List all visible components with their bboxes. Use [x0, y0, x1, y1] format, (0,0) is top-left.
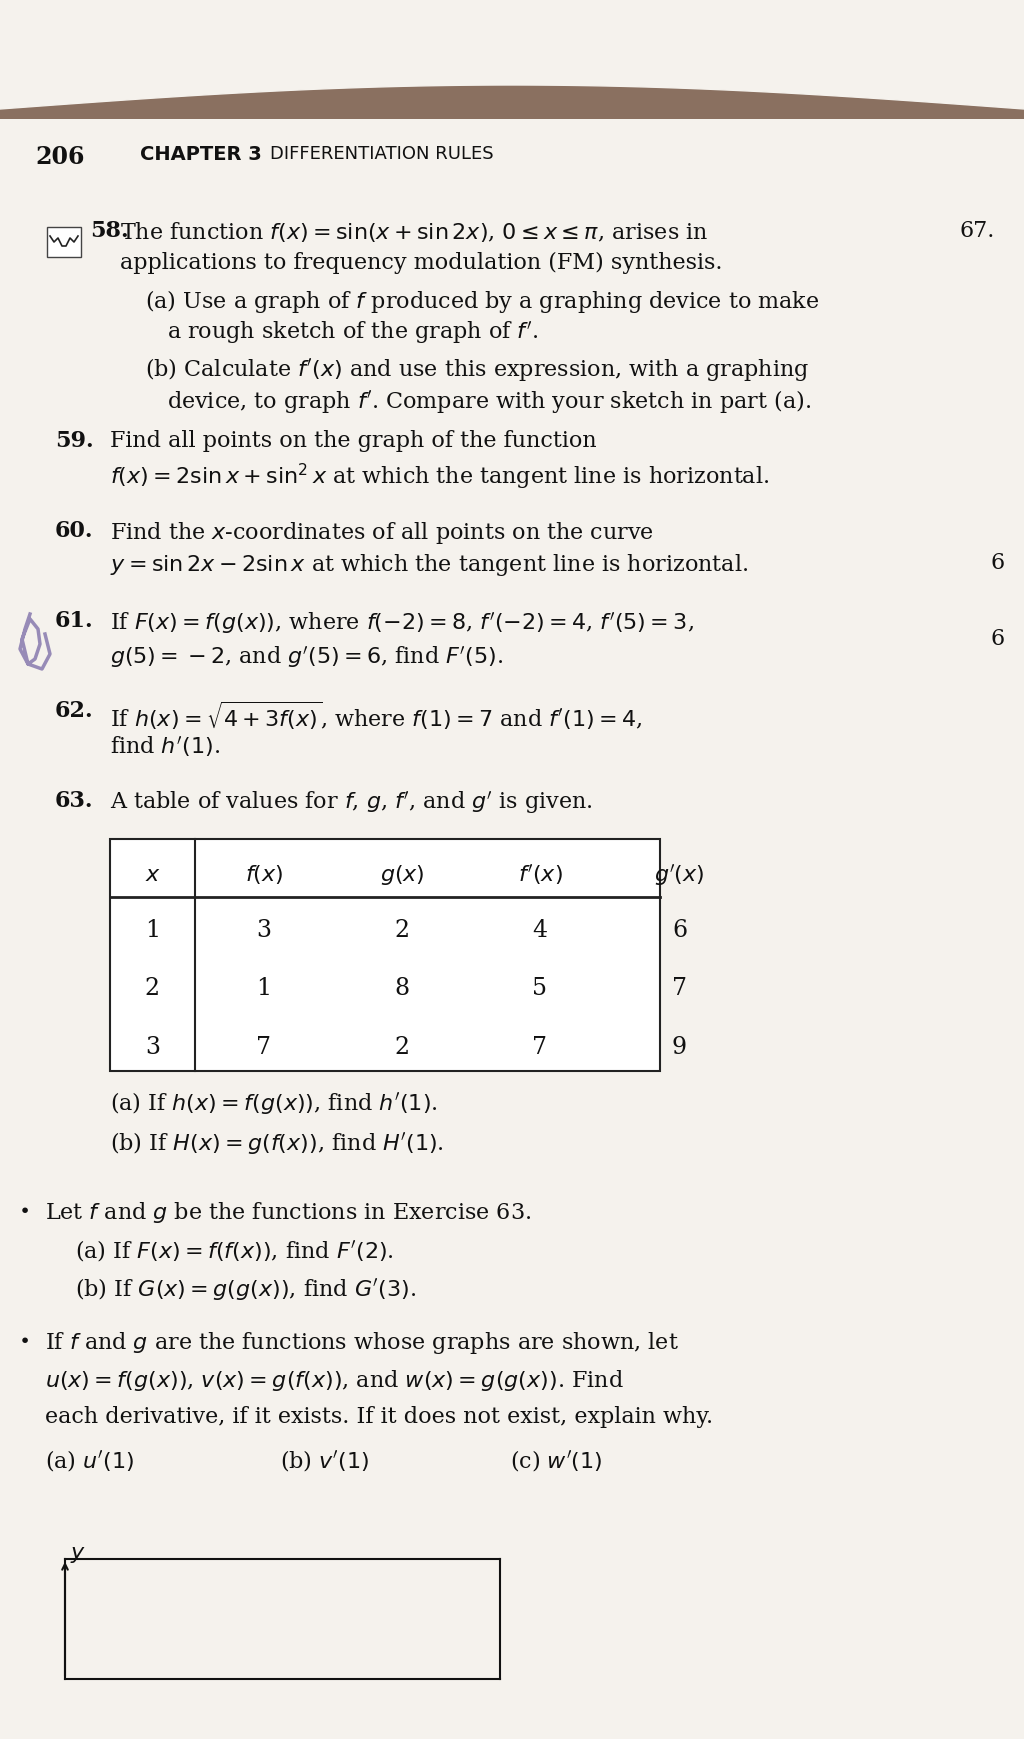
Text: 6: 6	[672, 918, 687, 943]
Text: 3: 3	[145, 1035, 160, 1057]
Text: 6: 6	[991, 628, 1005, 650]
Text: Let $f$ and $g$ be the functions in Exercise 63.: Let $f$ and $g$ be the functions in Exer…	[45, 1200, 531, 1224]
Text: 5: 5	[532, 977, 548, 1000]
Text: 4: 4	[532, 918, 548, 943]
Text: 63.: 63.	[55, 790, 93, 812]
Text: (b) If $H(x) = g(f(x))$, find $H'(1)$.: (b) If $H(x) = g(f(x))$, find $H'(1)$.	[110, 1129, 444, 1155]
Text: 59.: 59.	[55, 430, 93, 452]
Text: $y$: $y$	[70, 1542, 86, 1563]
Text: (c) $w'(1)$: (c) $w'(1)$	[510, 1447, 602, 1473]
Text: 61.: 61.	[55, 610, 93, 631]
Text: If $f$ and $g$ are the functions whose graphs are shown, let: If $f$ and $g$ are the functions whose g…	[45, 1329, 679, 1355]
Text: 62.: 62.	[55, 699, 93, 722]
Text: 9: 9	[672, 1035, 687, 1057]
FancyBboxPatch shape	[47, 228, 81, 257]
Text: (a) $u'(1)$: (a) $u'(1)$	[45, 1447, 134, 1473]
Text: 8: 8	[394, 977, 410, 1000]
Text: $g'(x)$: $g'(x)$	[654, 863, 705, 887]
Text: applications to frequency modulation (FM) synthesis.: applications to frequency modulation (FM…	[120, 252, 723, 275]
Text: 1: 1	[256, 977, 271, 1000]
Text: 60.: 60.	[55, 520, 93, 541]
Text: 3: 3	[256, 918, 271, 943]
Text: 2: 2	[394, 918, 410, 943]
Text: If $F(x) = f(g(x))$, where $f(-2) = 8$, $f'(-2) = 4$, $f'(5) = 3$,: If $F(x) = f(g(x))$, where $f(-2) = 8$, …	[110, 610, 694, 635]
Text: DIFFERENTIATION RULES: DIFFERENTIATION RULES	[270, 144, 494, 163]
Text: (a) If $F(x) = f(f(x))$, find $F'(2)$.: (a) If $F(x) = f(f(x))$, find $F'(2)$.	[75, 1236, 394, 1263]
Text: (b) $v'(1)$: (b) $v'(1)$	[280, 1447, 370, 1473]
Text: 67.: 67.	[959, 219, 995, 242]
Text: 1: 1	[145, 918, 160, 943]
Text: 2: 2	[145, 977, 160, 1000]
Text: CHAPTER 3: CHAPTER 3	[140, 144, 262, 163]
Text: $f(x) = 2 \sin x + \sin^2 x$ at which the tangent line is horizontal.: $f(x) = 2 \sin x + \sin^2 x$ at which th…	[110, 463, 769, 492]
Text: (b) Calculate $f'(x)$ and use this expression, with a graphing: (b) Calculate $f'(x)$ and use this expre…	[145, 356, 809, 383]
Text: Find all points on the graph of the function: Find all points on the graph of the func…	[110, 430, 597, 452]
Text: $x$: $x$	[144, 864, 161, 885]
Text: 7: 7	[256, 1035, 271, 1057]
Text: device, to graph $f'$. Compare with your sketch in part (a).: device, to graph $f'$. Compare with your…	[167, 388, 811, 416]
Text: 206: 206	[35, 144, 85, 169]
Text: find $h'(1)$.: find $h'(1)$.	[110, 734, 220, 758]
Text: (a) If $h(x) = f(g(x))$, find $h'(1)$.: (a) If $h(x) = f(g(x))$, find $h'(1)$.	[110, 1089, 438, 1115]
Text: $y = \sin 2x - 2 \sin x$ at which the tangent line is horizontal.: $y = \sin 2x - 2 \sin x$ at which the ta…	[110, 551, 749, 577]
Text: $f(x)$: $f(x)$	[245, 863, 284, 885]
Text: The function $f(x) = \sin(x + \sin 2x)$, $0 \leq x \leq \pi$, arises in: The function $f(x) = \sin(x + \sin 2x)$,…	[120, 219, 709, 243]
Text: a rough sketch of the graph of $f'$.: a rough sketch of the graph of $f'$.	[167, 320, 539, 346]
Text: (b) If $G(x) = g(g(x))$, find $G'(3)$.: (b) If $G(x) = g(g(x))$, find $G'(3)$.	[75, 1275, 417, 1301]
Text: $\bullet$: $\bullet$	[18, 1329, 29, 1348]
Text: $g(x)$: $g(x)$	[380, 863, 424, 887]
Text: each derivative, if it exists. If it does not exist, explain why.: each derivative, if it exists. If it doe…	[45, 1405, 713, 1428]
Text: 2: 2	[394, 1035, 410, 1057]
Text: $u(x) = f(g(x))$, $v(x) = g(f(x))$, and $w(x) = g(g(x))$. Find: $u(x) = f(g(x))$, $v(x) = g(f(x))$, and …	[45, 1367, 624, 1393]
FancyBboxPatch shape	[0, 0, 1024, 120]
Text: $\bullet$: $\bullet$	[18, 1200, 29, 1217]
Text: (a) Use a graph of $f$ produced by a graphing device to make: (a) Use a graph of $f$ produced by a gra…	[145, 289, 819, 315]
Text: 7: 7	[532, 1035, 548, 1057]
Text: $g(5) = -2$, and $g'(5) = 6$, find $F'(5)$.: $g(5) = -2$, and $g'(5) = 6$, find $F'(5…	[110, 645, 504, 670]
Text: 6: 6	[991, 551, 1005, 574]
Text: 7: 7	[672, 977, 687, 1000]
Text: 58.: 58.	[90, 219, 129, 242]
FancyBboxPatch shape	[110, 840, 660, 1071]
Text: A table of values for $f$, $g$, $f'$, and $g'$ is given.: A table of values for $f$, $g$, $f'$, an…	[110, 790, 593, 816]
Text: If $h(x) = \sqrt{4 + 3f(x)}$, where $f(1) = 7$ and $f'(1) = 4$,: If $h(x) = \sqrt{4 + 3f(x)}$, where $f(1…	[110, 699, 643, 732]
Text: $f'(x)$: $f'(x)$	[517, 863, 562, 887]
Text: Find the $x$-coordinates of all points on the curve: Find the $x$-coordinates of all points o…	[110, 520, 654, 546]
